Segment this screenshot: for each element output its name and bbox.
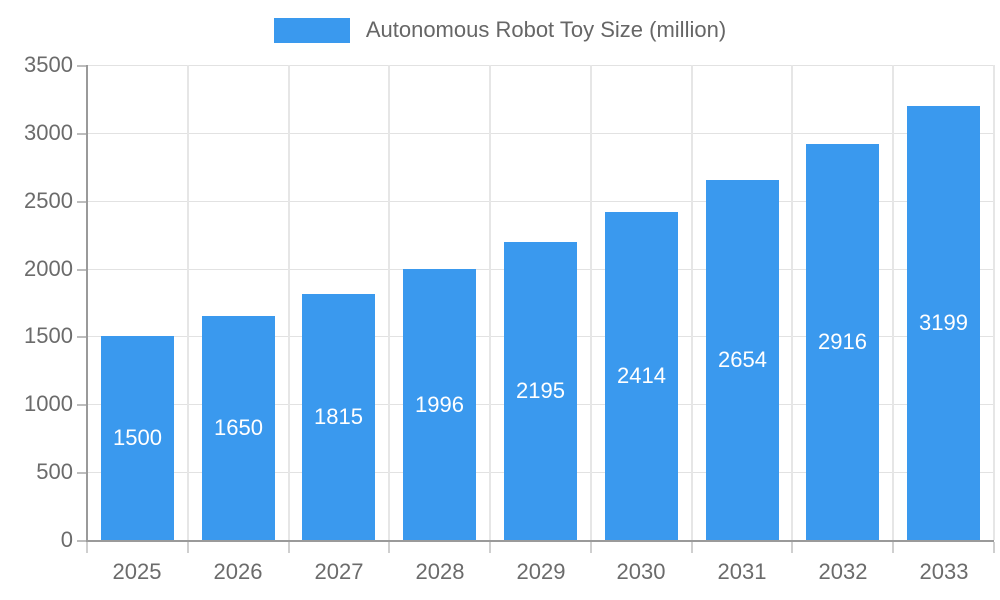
x-axis-tick-mark <box>86 542 88 553</box>
legend-label: Autonomous Robot Toy Size (million) <box>365 17 727 42</box>
bar-value-label: 1500 <box>113 425 162 450</box>
gridline-vertical <box>892 65 894 540</box>
gridline-vertical <box>388 65 390 540</box>
x-axis-tick-label: 2032 <box>818 559 868 584</box>
x-axis-tick-mark <box>187 542 189 553</box>
gridline-vertical <box>187 65 189 540</box>
gridline-horizontal <box>87 133 994 134</box>
y-axis-tick-label: 3500 <box>24 52 73 77</box>
legend-swatch <box>273 17 350 43</box>
x-axis-tick-label: 2026 <box>213 559 263 584</box>
x-axis-tick-mark <box>288 542 290 553</box>
x-axis-tick-mark <box>791 542 793 553</box>
bar-value-label: 1815 <box>314 404 363 429</box>
y-axis-tick-label: 3000 <box>24 120 73 145</box>
y-axis-tick-label: 0 <box>60 527 73 552</box>
y-axis-tick-label: 2000 <box>24 256 73 281</box>
x-axis-tick-label: 2033 <box>919 559 969 584</box>
y-axis-tick-label: 2500 <box>24 188 73 213</box>
x-axis-tick-label: 2025 <box>112 559 162 584</box>
gridline-vertical <box>590 65 592 540</box>
gridline-vertical <box>489 65 491 540</box>
y-axis-tick-mark <box>77 133 87 135</box>
bar[interactable]: 1996 <box>403 269 476 540</box>
y-axis-tick-mark <box>77 269 87 271</box>
bar-value-label: 2654 <box>718 347 767 372</box>
x-axis-tick-mark <box>388 542 390 553</box>
x-axis-tick-mark <box>892 542 894 553</box>
chart-legend[interactable]: Autonomous Robot Toy Size (million) <box>0 17 1000 43</box>
bar[interactable]: 1650 <box>202 316 275 540</box>
y-axis-tick-label: 1500 <box>24 323 73 348</box>
x-axis-tick-label: 2029 <box>516 559 566 584</box>
y-axis-tick-mark <box>77 336 87 338</box>
gridline-vertical <box>791 65 793 540</box>
bar[interactable]: 1500 <box>101 336 174 540</box>
bar[interactable]: 3199 <box>907 106 980 540</box>
gridline-vertical <box>691 65 693 540</box>
bar-value-label: 1650 <box>214 415 263 440</box>
gridline-horizontal <box>87 65 994 66</box>
x-axis-tick-label: 2027 <box>314 559 364 584</box>
bar-value-label: 2195 <box>516 378 565 403</box>
bar[interactable]: 2916 <box>806 144 879 540</box>
bar-value-label: 2916 <box>818 329 867 354</box>
y-axis-tick-mark <box>77 404 87 406</box>
y-axis-tick-mark <box>77 201 87 203</box>
bar-value-label: 2414 <box>617 363 666 388</box>
x-axis-tick-mark <box>993 542 995 553</box>
bar-value-label: 1996 <box>415 391 464 417</box>
x-axis-tick-label: 2028 <box>415 559 465 584</box>
y-axis-tick-mark <box>77 65 87 67</box>
x-axis-line <box>87 540 994 542</box>
bar[interactable]: 2414 <box>605 212 678 540</box>
x-axis-tick-mark <box>691 542 693 553</box>
bar[interactable]: 2195 <box>504 242 577 540</box>
y-axis-tick-mark <box>77 472 87 474</box>
y-axis-tick-label: 500 <box>36 459 73 484</box>
gridline-vertical <box>993 65 995 540</box>
bar-value-label: 3199 <box>919 310 968 335</box>
y-axis-line <box>86 65 88 542</box>
bar[interactable]: 2654 <box>706 180 779 540</box>
x-axis-tick-mark <box>590 542 592 553</box>
x-axis-tick-label: 2031 <box>717 559 767 584</box>
x-axis-tick-mark <box>489 542 491 553</box>
gridline-vertical <box>288 65 290 540</box>
y-axis-tick-mark <box>77 540 87 542</box>
bar[interactable]: 1815 <box>302 294 375 540</box>
x-axis-tick-label: 2030 <box>616 559 666 584</box>
y-axis-tick-label: 1000 <box>24 391 73 416</box>
gridline-horizontal <box>87 201 994 202</box>
